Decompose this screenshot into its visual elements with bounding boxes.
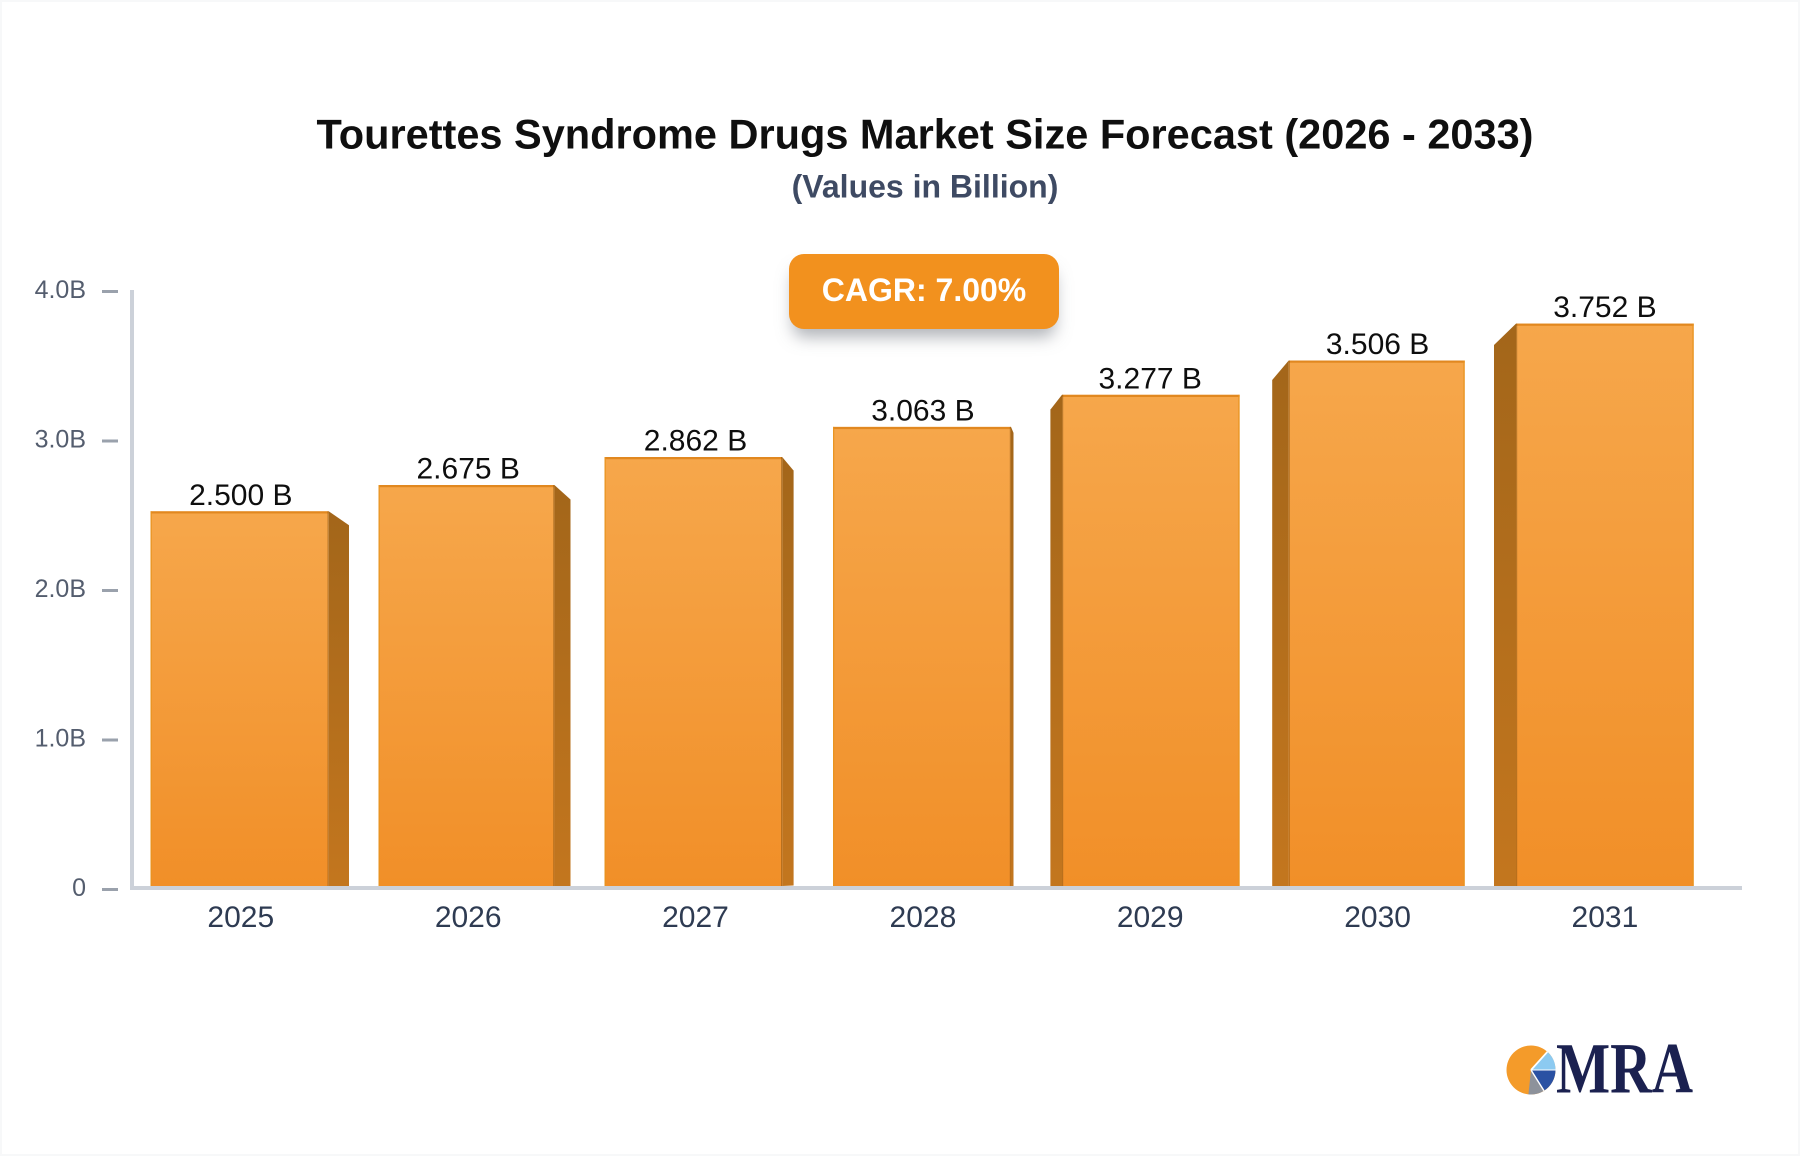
svg-text:0: 0 — [72, 874, 86, 902]
svg-text:1.0B: 1.0B — [35, 725, 86, 753]
svg-text:3.506 B: 3.506 B — [1326, 328, 1429, 361]
svg-text:3.752 B: 3.752 B — [1553, 291, 1656, 324]
svg-text:4.0B: 4.0B — [35, 276, 86, 304]
svg-text:MRA: MRA — [1556, 1029, 1693, 1109]
svg-text:2.0B: 2.0B — [35, 575, 86, 603]
svg-text:2025: 2025 — [207, 901, 274, 934]
svg-text:3.277 B: 3.277 B — [1098, 362, 1201, 395]
svg-text:2030: 2030 — [1344, 901, 1411, 934]
svg-text:2.862 B: 2.862 B — [644, 425, 747, 458]
svg-text:2028: 2028 — [890, 901, 957, 934]
svg-text:2.500 B: 2.500 B — [189, 479, 292, 512]
svg-text:3.0B: 3.0B — [35, 426, 86, 454]
svg-text:Tourettes Syndrome Drugs Marke: Tourettes Syndrome Drugs Market Size For… — [317, 111, 1534, 158]
svg-text:2.675 B: 2.675 B — [416, 453, 519, 486]
svg-text:2026: 2026 — [435, 901, 502, 934]
svg-text:3.063 B: 3.063 B — [871, 394, 974, 427]
svg-text:2031: 2031 — [1572, 901, 1639, 934]
svg-text:2027: 2027 — [662, 901, 729, 934]
svg-text:(Values in Billion): (Values in Billion) — [792, 169, 1059, 205]
svg-text:2029: 2029 — [1117, 901, 1184, 934]
